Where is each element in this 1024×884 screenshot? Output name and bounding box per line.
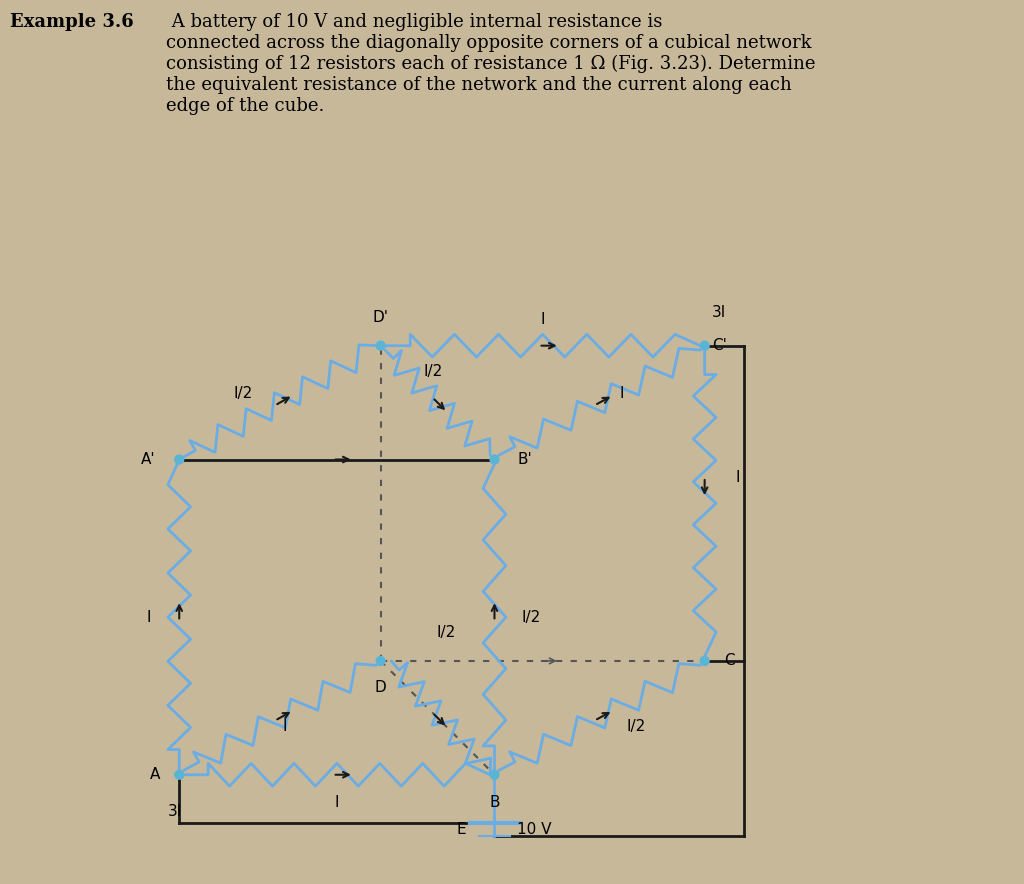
Point bbox=[486, 453, 503, 467]
Text: I: I bbox=[620, 386, 624, 401]
Text: C': C' bbox=[712, 339, 726, 354]
Text: 3I: 3I bbox=[712, 305, 726, 320]
Text: D': D' bbox=[373, 310, 389, 325]
Text: A': A' bbox=[141, 452, 156, 467]
Text: I/2: I/2 bbox=[436, 625, 456, 640]
Text: I: I bbox=[282, 719, 287, 734]
Text: 3I: 3I bbox=[168, 804, 182, 819]
Text: I/2: I/2 bbox=[627, 719, 646, 734]
Text: C: C bbox=[724, 653, 734, 668]
Point bbox=[486, 767, 503, 781]
Text: A battery of 10 V and negligible internal resistance is
connected across the dia: A battery of 10 V and negligible interna… bbox=[166, 13, 815, 115]
Point bbox=[696, 654, 713, 668]
Point bbox=[696, 339, 713, 353]
Point bbox=[171, 453, 187, 467]
Text: B: B bbox=[489, 796, 500, 811]
Point bbox=[373, 654, 389, 668]
Text: E: E bbox=[457, 822, 466, 837]
Text: I: I bbox=[335, 796, 339, 811]
Text: B': B' bbox=[518, 452, 532, 467]
Text: D: D bbox=[375, 680, 386, 695]
Text: I/2: I/2 bbox=[521, 610, 541, 625]
Text: I/2: I/2 bbox=[233, 386, 253, 401]
Text: I: I bbox=[146, 610, 151, 625]
Text: I/2: I/2 bbox=[424, 364, 442, 379]
Point bbox=[171, 767, 187, 781]
Point bbox=[373, 339, 389, 353]
Text: I: I bbox=[735, 469, 740, 484]
Text: 10 V: 10 V bbox=[517, 822, 551, 837]
Text: Example 3.6: Example 3.6 bbox=[10, 13, 134, 31]
Text: I: I bbox=[541, 312, 545, 327]
Text: A: A bbox=[150, 767, 160, 782]
